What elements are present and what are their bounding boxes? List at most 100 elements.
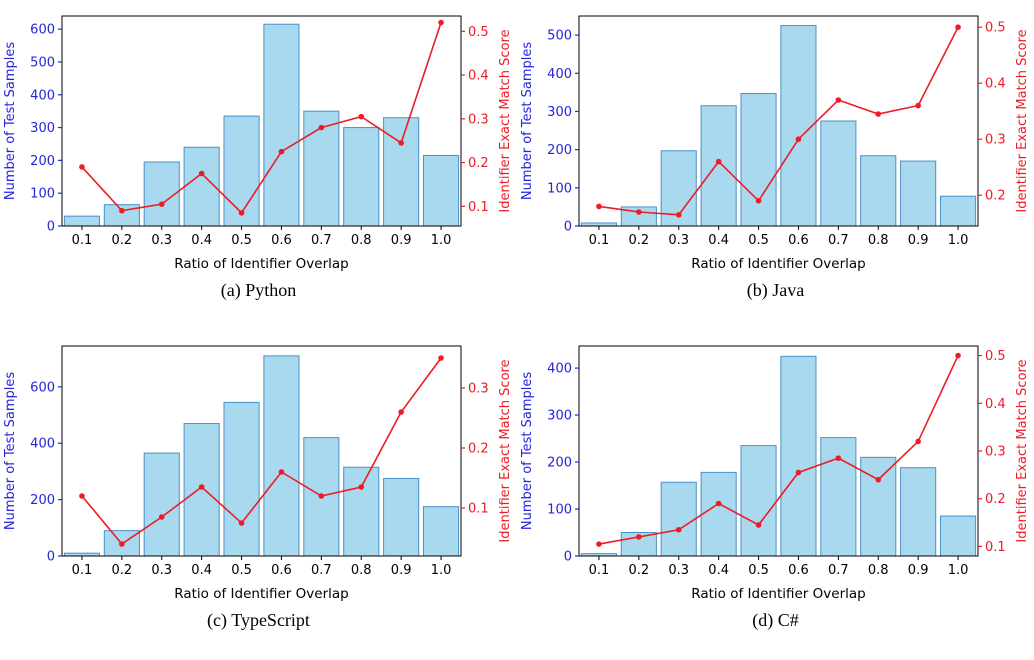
svg-text:0.5: 0.5	[748, 233, 769, 248]
marker	[596, 203, 602, 210]
marker	[119, 541, 125, 547]
marker	[158, 201, 165, 207]
svg-text:600: 600	[30, 23, 55, 38]
chart-caption-typescript: (c) TypeScript	[207, 610, 310, 630]
chart-csharp: 0 100 200 300 400 0.1 0.2 0.3 0.4 0.5 0.1 0.2 0.3 0.4…	[520, 345, 1030, 602]
bar	[383, 477, 420, 557]
chart-cell-python: 0 100 200 300 400 500 600 0.1 0.2 0.3 0.4 0.5 0.1 0.2…	[0, 4, 517, 326]
marker	[835, 97, 842, 103]
svg-text:0.8: 0.8	[868, 563, 889, 578]
match-score-line	[81, 357, 442, 546]
bars-group	[63, 355, 460, 557]
marker	[715, 158, 722, 165]
svg-text:0.7: 0.7	[311, 563, 332, 578]
right-axis-label: Identifier Exact Match Score	[1015, 359, 1030, 542]
chart-cell-typescript: 0 200 400 600 0.1 0.2 0.3 0.1 0.2 0.3 0.4 0.5 0.6 0.7…	[0, 334, 517, 656]
svg-text:0.7: 0.7	[828, 563, 849, 578]
bar	[422, 506, 460, 557]
svg-text:0.4: 0.4	[708, 563, 729, 578]
svg-text:0.2: 0.2	[985, 189, 1006, 204]
marker	[278, 469, 285, 475]
marker	[438, 355, 444, 361]
bar	[740, 93, 777, 227]
axes-frame	[578, 15, 979, 227]
marker	[915, 102, 921, 109]
marker	[198, 170, 205, 177]
svg-text:100: 100	[30, 187, 55, 202]
bar	[343, 466, 380, 557]
svg-text:200: 200	[30, 154, 55, 169]
svg-text:0: 0	[564, 550, 572, 565]
svg-text:0.6: 0.6	[788, 563, 809, 578]
marker	[875, 111, 882, 117]
svg-text:0.5: 0.5	[468, 25, 489, 40]
svg-text:0.3: 0.3	[468, 112, 489, 127]
x-axis-label: Ratio of Identifier Overlap	[174, 256, 348, 272]
bar	[860, 155, 897, 227]
svg-text:400: 400	[30, 88, 55, 103]
bar	[700, 105, 737, 227]
svg-text:300: 300	[547, 409, 572, 424]
svg-text:0.5: 0.5	[231, 563, 252, 578]
svg-text:0.1: 0.1	[589, 563, 610, 578]
x-axis-label: Ratio of Identifier Overlap	[174, 586, 348, 602]
bar	[343, 127, 380, 227]
right-axis: 0.1 0.2 0.3 0.4 0.5	[978, 349, 1006, 555]
marker	[238, 520, 245, 526]
svg-text:0.4: 0.4	[985, 397, 1006, 412]
bar	[660, 481, 697, 557]
marker	[79, 493, 85, 499]
svg-text:0.9: 0.9	[391, 233, 412, 248]
bar	[223, 115, 260, 227]
marker	[119, 207, 125, 214]
marker	[675, 212, 682, 218]
left-axis-label: Number of Test Samples	[3, 372, 18, 530]
svg-text:300: 300	[547, 105, 572, 120]
bar	[939, 195, 977, 227]
svg-text:0: 0	[47, 550, 55, 565]
svg-text:200: 200	[547, 456, 572, 471]
match-score-markers	[596, 352, 961, 547]
svg-text:0.3: 0.3	[151, 563, 172, 578]
svg-text:0.4: 0.4	[985, 77, 1006, 92]
bars-group	[580, 355, 977, 557]
left-axis-label: Number of Test Samples	[3, 42, 18, 200]
right-axis: 0.1 0.2 0.3 0.4 0.5	[461, 25, 489, 215]
marker	[398, 409, 404, 415]
marker	[318, 493, 325, 499]
match-score-markers	[79, 355, 444, 547]
marker	[675, 526, 682, 533]
x-axis: 0.1 0.2 0.3 0.4 0.5 0.6 0.7 0.8 0.9 1.0	[72, 556, 451, 578]
svg-text:0.3: 0.3	[468, 382, 489, 397]
marker	[715, 500, 722, 507]
marker	[238, 210, 245, 216]
svg-text:0.8: 0.8	[351, 563, 372, 578]
svg-text:0.3: 0.3	[668, 563, 689, 578]
svg-text:0.7: 0.7	[311, 233, 332, 248]
svg-text:0.1: 0.1	[468, 200, 489, 215]
svg-text:0.4: 0.4	[191, 233, 212, 248]
chart-java: 0 100 200 300 400 500 0.2 0.3 0.4 0.5 0.1 0.2 0.3 0.4…	[520, 15, 1030, 272]
svg-text:600: 600	[30, 380, 55, 395]
svg-text:0.8: 0.8	[868, 233, 889, 248]
svg-text:0.4: 0.4	[708, 233, 729, 248]
svg-text:400: 400	[547, 67, 572, 82]
match-score-markers	[79, 19, 444, 216]
match-score-line	[598, 355, 959, 545]
svg-text:100: 100	[547, 181, 572, 196]
axes-frame	[61, 345, 462, 557]
chart-cell-java: 0 100 200 300 400 500 0.2 0.3 0.4 0.5 0.1 0.2 0.3 0.4…	[517, 4, 1034, 326]
marker	[318, 124, 325, 131]
bar	[939, 515, 977, 557]
marker	[636, 209, 642, 215]
svg-text:400: 400	[30, 437, 55, 452]
right-axis-label: Identifier Exact Match Score	[1015, 29, 1030, 212]
bars-group	[580, 25, 977, 227]
svg-text:0.3: 0.3	[985, 133, 1006, 148]
marker	[755, 522, 762, 528]
svg-text:1.0: 1.0	[948, 233, 969, 248]
bar	[143, 161, 180, 227]
svg-text:0.2: 0.2	[985, 492, 1006, 507]
bar	[143, 452, 180, 557]
bar	[820, 120, 857, 227]
